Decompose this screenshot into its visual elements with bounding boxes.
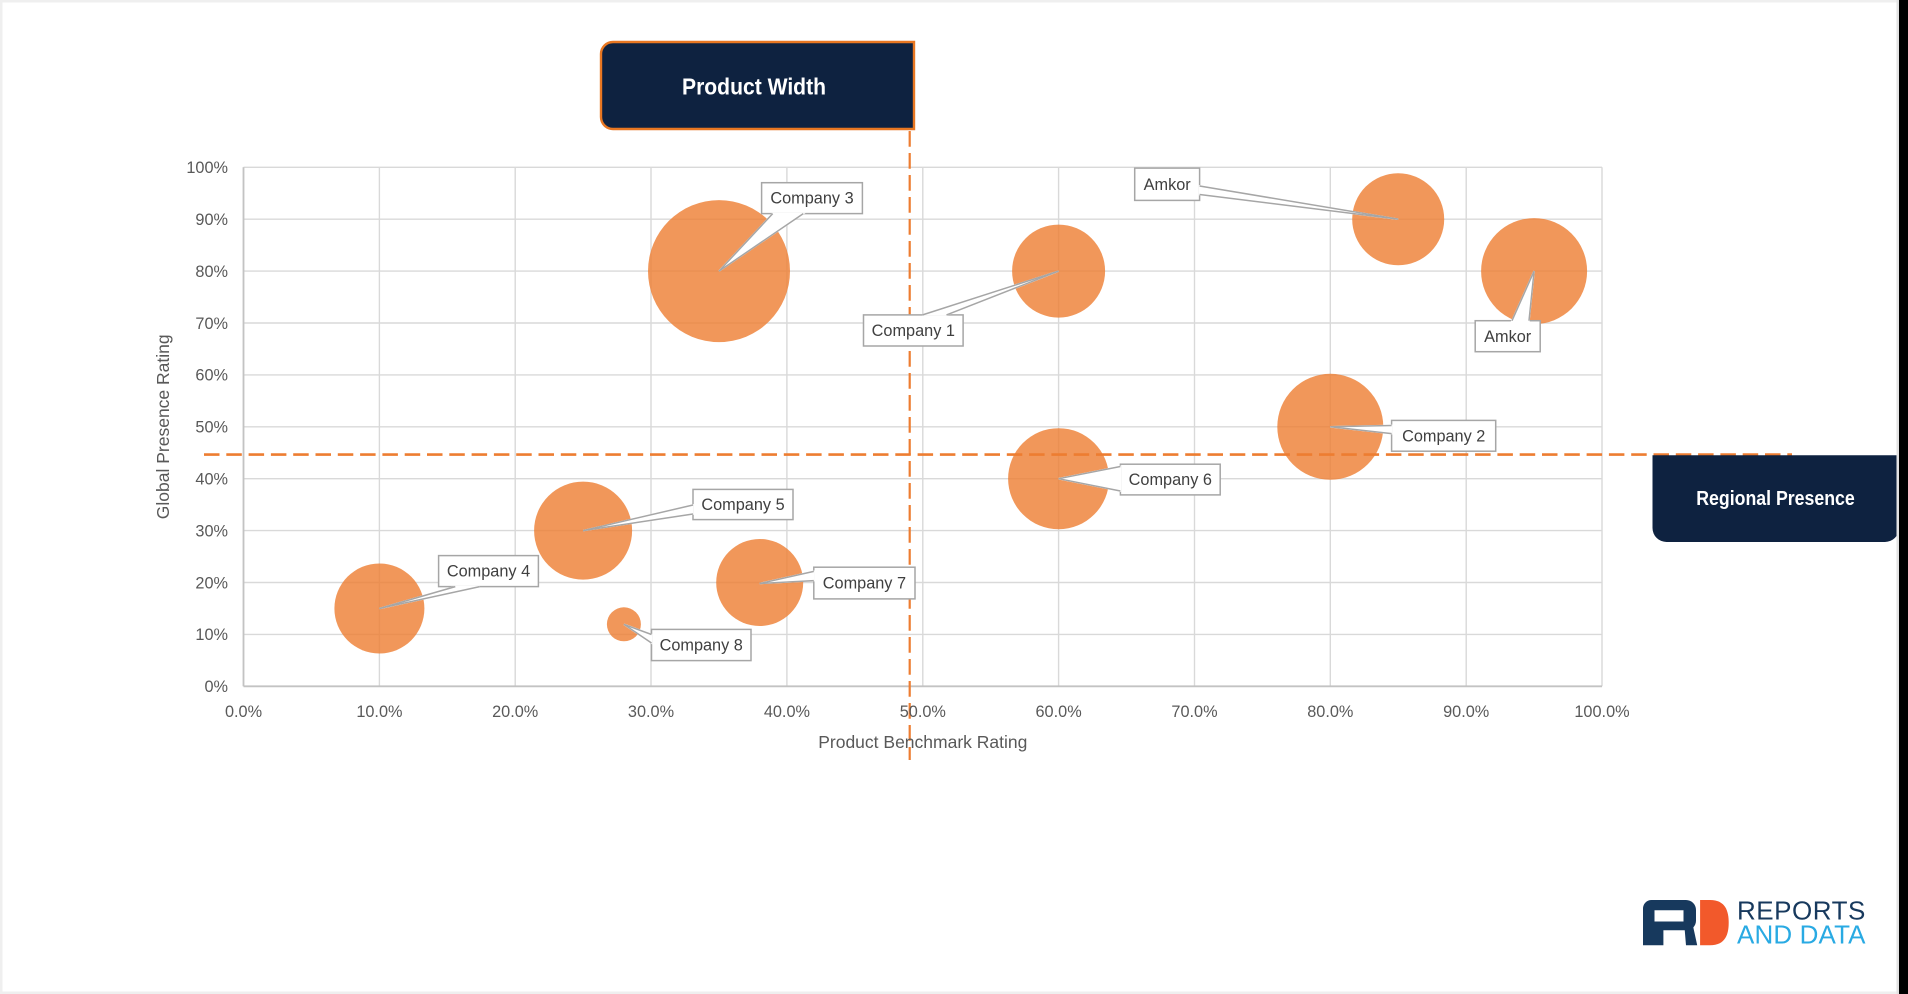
svg-text:90.0%: 90.0% xyxy=(1443,703,1489,721)
svg-text:60%: 60% xyxy=(195,367,228,385)
svg-text:Product Width: Product Width xyxy=(682,74,826,100)
svg-text:Company 3: Company 3 xyxy=(770,190,853,208)
svg-text:10.0%: 10.0% xyxy=(356,703,402,721)
svg-text:40.0%: 40.0% xyxy=(764,703,810,721)
svg-text:Company 6: Company 6 xyxy=(1129,471,1212,489)
svg-text:50.0%: 50.0% xyxy=(900,703,946,721)
svg-text:30.0%: 30.0% xyxy=(628,703,674,721)
svg-text:Company 2: Company 2 xyxy=(1402,427,1485,445)
svg-text:70%: 70% xyxy=(195,315,228,333)
svg-text:90%: 90% xyxy=(195,211,228,229)
svg-text:Company 5: Company 5 xyxy=(701,496,784,514)
svg-text:100.0%: 100.0% xyxy=(1574,703,1629,721)
svg-text:80%: 80% xyxy=(195,263,228,281)
svg-text:70.0%: 70.0% xyxy=(1171,703,1217,721)
svg-text:10%: 10% xyxy=(195,626,228,644)
svg-text:0%: 0% xyxy=(204,678,228,696)
svg-text:Company 4: Company 4 xyxy=(447,563,530,581)
svg-text:30%: 30% xyxy=(195,522,228,540)
svg-text:Regional Presence: Regional Presence xyxy=(1696,488,1855,510)
svg-text:Global Presence Rating: Global Presence Rating xyxy=(153,334,173,519)
svg-text:80.0%: 80.0% xyxy=(1307,703,1353,721)
svg-text:Amkor: Amkor xyxy=(1144,176,1192,194)
svg-text:Company 8: Company 8 xyxy=(660,637,743,655)
svg-text:Amkor: Amkor xyxy=(1484,328,1532,346)
svg-text:0.0%: 0.0% xyxy=(225,703,262,721)
svg-text:40%: 40% xyxy=(195,471,228,489)
svg-text:REPORTS: REPORTS xyxy=(1737,896,1865,926)
svg-text:20.0%: 20.0% xyxy=(492,703,538,721)
svg-text:20%: 20% xyxy=(195,574,228,592)
svg-text:50%: 50% xyxy=(195,419,228,437)
svg-text:AND DATA: AND DATA xyxy=(1737,920,1866,950)
svg-text:60.0%: 60.0% xyxy=(1036,703,1082,721)
svg-text:Product Benchmark Rating: Product Benchmark Rating xyxy=(818,732,1027,752)
svg-text:Company 7: Company 7 xyxy=(823,575,906,593)
svg-text:Company 1: Company 1 xyxy=(872,322,955,340)
svg-text:100%: 100% xyxy=(186,159,228,177)
